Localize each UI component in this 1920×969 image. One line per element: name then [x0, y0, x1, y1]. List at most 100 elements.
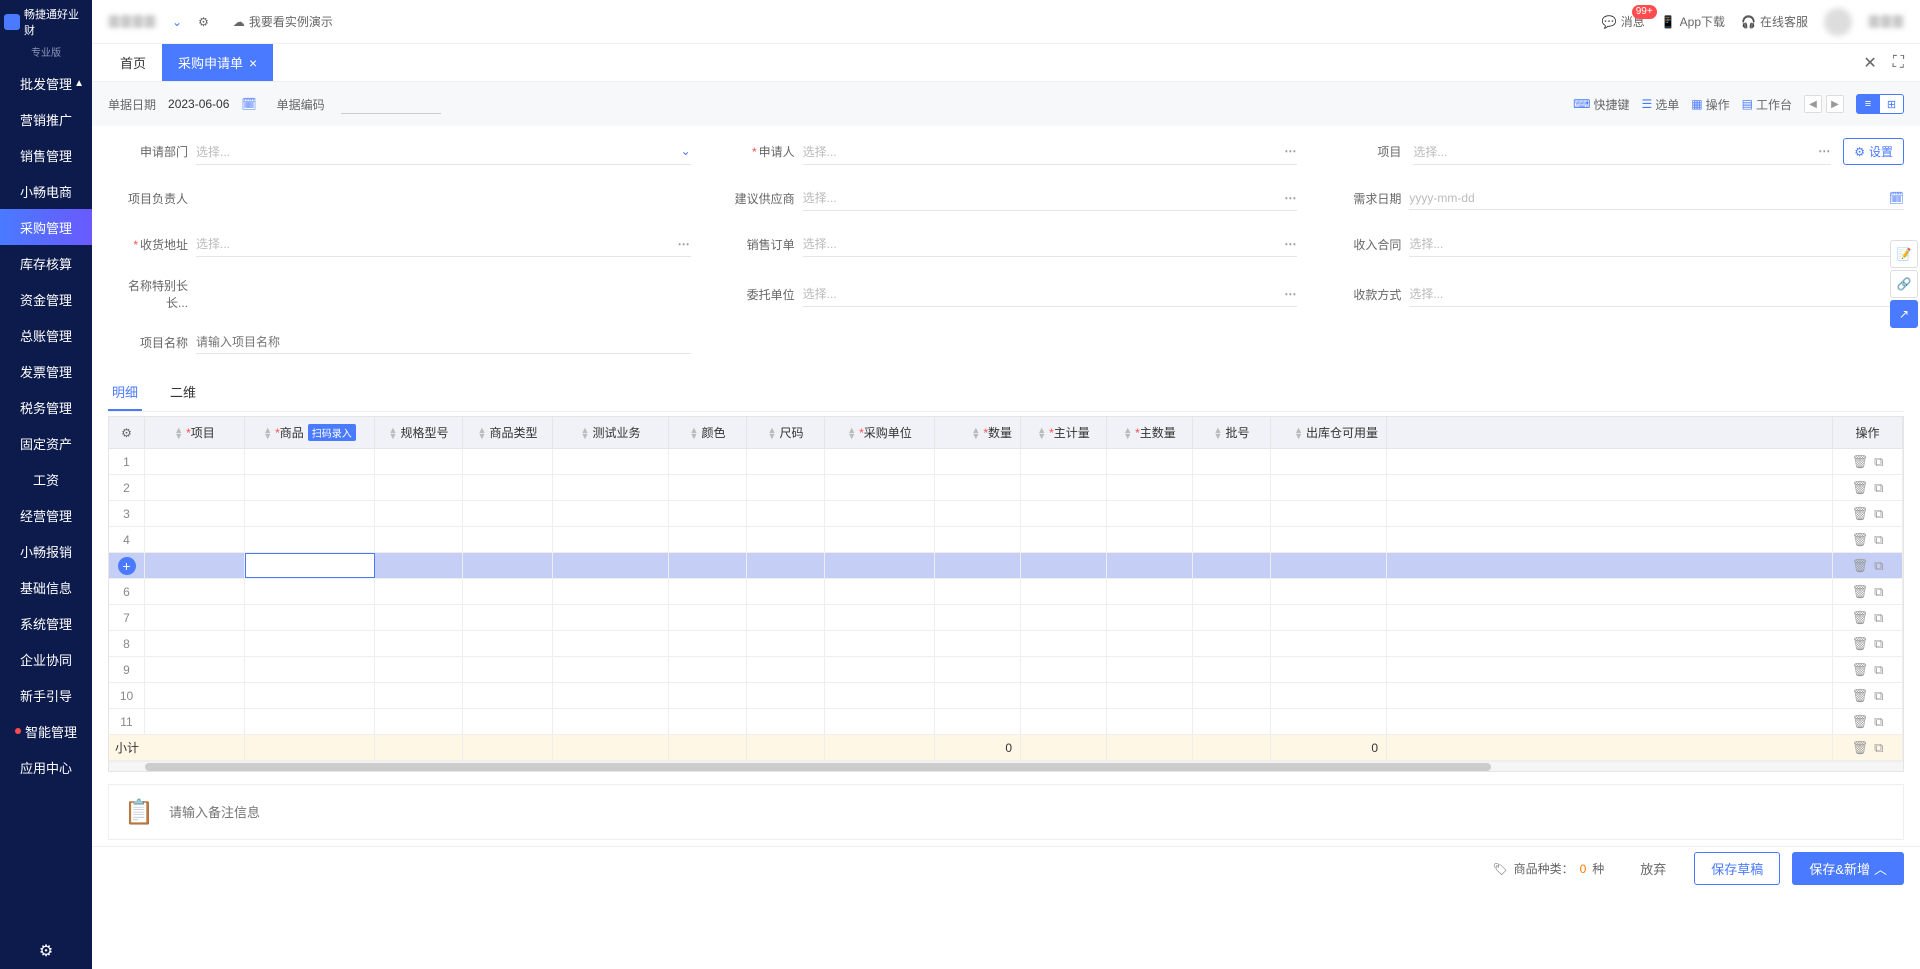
copy-row-icon[interactable]: ⧉	[1874, 688, 1883, 704]
field-picker[interactable]: 选择...⋯	[803, 281, 1298, 307]
view-mode-card[interactable]: ⊞	[1880, 94, 1904, 114]
copy-row-icon[interactable]: ⧉	[1874, 506, 1883, 522]
table-settings-icon[interactable]: ⚙	[121, 426, 132, 440]
shortcut-button[interactable]: ⌨快捷键	[1573, 96, 1629, 113]
field-settings-button[interactable]: ⚙设置	[1843, 138, 1904, 165]
tab-close-icon[interactable]: ×	[249, 55, 257, 71]
field-picker[interactable]: 选择...⋯	[196, 231, 691, 257]
sidebar-item-7[interactable]: 发票管理	[0, 353, 92, 389]
col-header-avail[interactable]: ▲▼出库仓可用量	[1271, 417, 1387, 448]
doc-code-input[interactable]	[341, 95, 441, 114]
sidebar-item-3[interactable]: 采购管理	[0, 209, 92, 245]
table-row[interactable]: 7🗑⧉	[109, 605, 1903, 631]
operations-button[interactable]: ▦操作	[1691, 96, 1729, 113]
col-header-munit[interactable]: ▲▼*主计量	[1021, 417, 1107, 448]
sidebar-item-11[interactable]: 经营管理	[0, 497, 92, 533]
sidebar-item-18[interactable]: 应用中心	[0, 749, 92, 785]
delete-row-icon[interactable]: 🗑	[1852, 688, 1869, 704]
col-header-flex[interactable]	[1387, 417, 1833, 448]
username-label[interactable]: 〓〓〓	[1868, 13, 1904, 30]
user-avatar[interactable]	[1824, 8, 1852, 36]
lookup-icon[interactable]: ⋯	[1818, 144, 1831, 158]
tab-1[interactable]: 采购申请单×	[162, 44, 273, 81]
table-row[interactable]: 8🗑⧉	[109, 631, 1903, 657]
select-bill-button[interactable]: ☰选单	[1642, 96, 1680, 113]
sort-icon[interactable]: ▲▼	[263, 427, 272, 439]
scan-entry-badge[interactable]: 扫码录入	[308, 424, 356, 441]
doc-date-value[interactable]: 2023-06-06	[168, 97, 229, 111]
company-selector[interactable]: 〓〓〓〓	[108, 13, 156, 30]
col-header-proj[interactable]: ▲▼*项目	[145, 417, 245, 448]
prev-record-button[interactable]: ◀	[1804, 95, 1822, 113]
table-row[interactable]: 9🗑⧉	[109, 657, 1903, 683]
col-header-color[interactable]: ▲▼颜色	[669, 417, 747, 448]
field-picker[interactable]: 选择...⋯	[803, 185, 1298, 211]
tab-0[interactable]: 首页	[104, 44, 162, 81]
sort-icon[interactable]: ▲▼	[1294, 427, 1303, 439]
table-row[interactable]: 10🗑⧉	[109, 683, 1903, 709]
copy-row-icon[interactable]: ⧉	[1874, 532, 1883, 548]
sort-icon[interactable]: ▲▼	[847, 427, 856, 439]
col-header-batch[interactable]: ▲▼批号	[1193, 417, 1271, 448]
copy-row-icon[interactable]: ⧉	[1874, 610, 1883, 626]
sidebar-settings-button[interactable]: ⚙	[0, 933, 92, 969]
copy-row-icon[interactable]: ⧉	[1874, 714, 1883, 730]
fullscreen-icon[interactable]: ⛶	[1889, 50, 1908, 76]
save-draft-button[interactable]: 保存草稿	[1694, 852, 1780, 885]
delete-row-icon[interactable]: 🗑	[1852, 454, 1869, 470]
delete-row-icon[interactable]: 🗑	[1852, 558, 1869, 574]
sidebar-item-6[interactable]: 总账管理	[0, 317, 92, 353]
sort-icon[interactable]: ▲▼	[768, 427, 777, 439]
field-picker[interactable]: 选择...	[1409, 281, 1904, 307]
col-header-test[interactable]: ▲▼测试业务	[553, 417, 669, 448]
horizontal-scrollbar[interactable]	[109, 761, 1903, 771]
view-mode-list[interactable]: ≡	[1856, 94, 1880, 114]
field-picker[interactable]: 选择...⌄	[196, 139, 691, 165]
messages-button[interactable]: 💬 消息 99+	[1602, 13, 1645, 30]
discard-button[interactable]: 放弃	[1624, 853, 1682, 884]
delete-row-icon[interactable]: 🗑	[1852, 532, 1869, 548]
sort-icon[interactable]: ▲▼	[690, 427, 699, 439]
table-row[interactable]: 2🗑⧉	[109, 475, 1903, 501]
sidebar-item-16[interactable]: 新手引导	[0, 677, 92, 713]
demo-link[interactable]: ☁ 我要看实例演示	[233, 13, 333, 30]
remarks-input[interactable]	[169, 805, 1903, 820]
sidebar-item-17[interactable]: 智能管理	[0, 713, 92, 749]
delete-row-icon[interactable]: 🗑	[1852, 506, 1869, 522]
sidebar-item-2[interactable]: 小畅电商	[0, 173, 92, 209]
delete-row-icon[interactable]: 🗑	[1852, 662, 1869, 678]
sort-icon[interactable]: ▲▼	[174, 427, 183, 439]
sort-icon[interactable]: ▲▼	[971, 427, 980, 439]
calendar-icon[interactable]: 🗓	[1889, 191, 1904, 205]
sort-icon[interactable]: ▲▼	[389, 427, 398, 439]
sidebar-group-header[interactable]: 批发管理 ▲	[0, 65, 92, 101]
sort-icon[interactable]: ▲▼	[1214, 427, 1223, 439]
sidebar-item-8[interactable]: 税务管理	[0, 389, 92, 425]
field-picker[interactable]: yyyy-mm-dd🗓	[1409, 187, 1904, 210]
lookup-icon[interactable]: ⋯	[1284, 287, 1297, 301]
dock-notes-button[interactable]: 📝	[1890, 240, 1918, 268]
copy-row-icon[interactable]: ⧉	[1874, 480, 1883, 496]
sidebar-item-4[interactable]: 库存核算	[0, 245, 92, 281]
sidebar-item-13[interactable]: 基础信息	[0, 569, 92, 605]
table-row[interactable]: 11🗑⧉	[109, 709, 1903, 735]
table-row[interactable]: 1🗑⧉	[109, 449, 1903, 475]
detail-tab-1[interactable]: 二维	[166, 374, 200, 411]
field-picker[interactable]: 选择...⋯	[1413, 139, 1831, 165]
lookup-icon[interactable]: ⋯	[1284, 191, 1297, 205]
delete-row-icon[interactable]: 🗑	[1852, 610, 1869, 626]
lookup-icon[interactable]: ⋯	[678, 237, 691, 251]
save-new-button[interactable]: 保存&新增︿	[1792, 852, 1904, 885]
lookup-icon[interactable]: ⋯	[1284, 144, 1297, 158]
col-header-spec[interactable]: ▲▼规格型号	[375, 417, 463, 448]
col-header-type[interactable]: ▲▼商品类型	[463, 417, 553, 448]
sidebar-item-5[interactable]: 资金管理	[0, 281, 92, 317]
table-row[interactable]: 3🗑⧉	[109, 501, 1903, 527]
sidebar-item-9[interactable]: 固定资产	[0, 425, 92, 461]
col-header-idx[interactable]: ⚙	[109, 417, 145, 448]
dock-expand-button[interactable]: ↗	[1890, 300, 1918, 328]
copy-row-icon[interactable]: ⧉	[1874, 662, 1883, 678]
copy-row-icon[interactable]: ⧉	[1874, 454, 1883, 470]
detail-tab-0[interactable]: 明细	[108, 374, 142, 411]
col-header-prod[interactable]: ▲▼*商品扫码录入	[245, 417, 375, 448]
